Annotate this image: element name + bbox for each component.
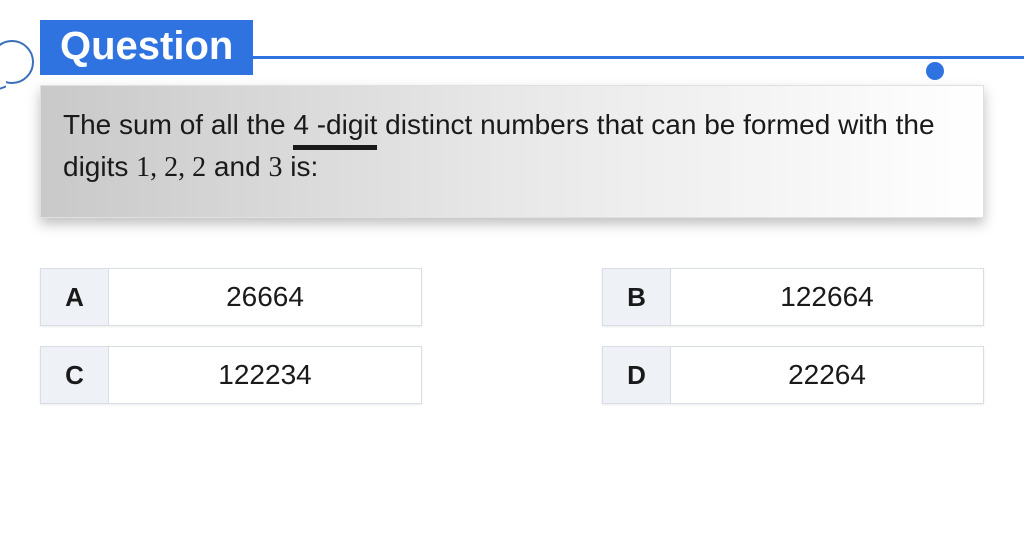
option-d-value: 22264: [671, 347, 983, 403]
question-banner: Question: [40, 20, 253, 75]
option-b-letter: B: [603, 269, 671, 325]
options-grid: A 26664 B 122664 C 122234 D 22264: [40, 268, 984, 404]
question-last-digit: 3: [268, 152, 282, 183]
question-underlined: 4 -digit: [293, 104, 377, 146]
speech-bubble-decoration: [0, 40, 30, 100]
option-a[interactable]: A 26664: [40, 268, 422, 326]
header-line: [253, 56, 1024, 59]
option-b[interactable]: B 122664: [602, 268, 984, 326]
question-postmath: and: [206, 151, 268, 182]
option-a-value: 26664: [109, 269, 421, 325]
option-b-value: 122664: [671, 269, 983, 325]
header-connector-dot: [926, 62, 944, 80]
question-text-box: The sum of all the 4 -digit distinct num…: [40, 85, 984, 218]
question-math: 1, 2, 2: [136, 152, 206, 183]
question-header: Question: [40, 20, 1024, 75]
option-c-value: 122234: [109, 347, 421, 403]
question-pre: The sum of all the: [63, 109, 293, 140]
option-d-letter: D: [603, 347, 671, 403]
question-tail: is:: [282, 151, 318, 182]
option-a-letter: A: [41, 269, 109, 325]
option-d[interactable]: D 22264: [602, 346, 984, 404]
option-c[interactable]: C 122234: [40, 346, 422, 404]
option-c-letter: C: [41, 347, 109, 403]
